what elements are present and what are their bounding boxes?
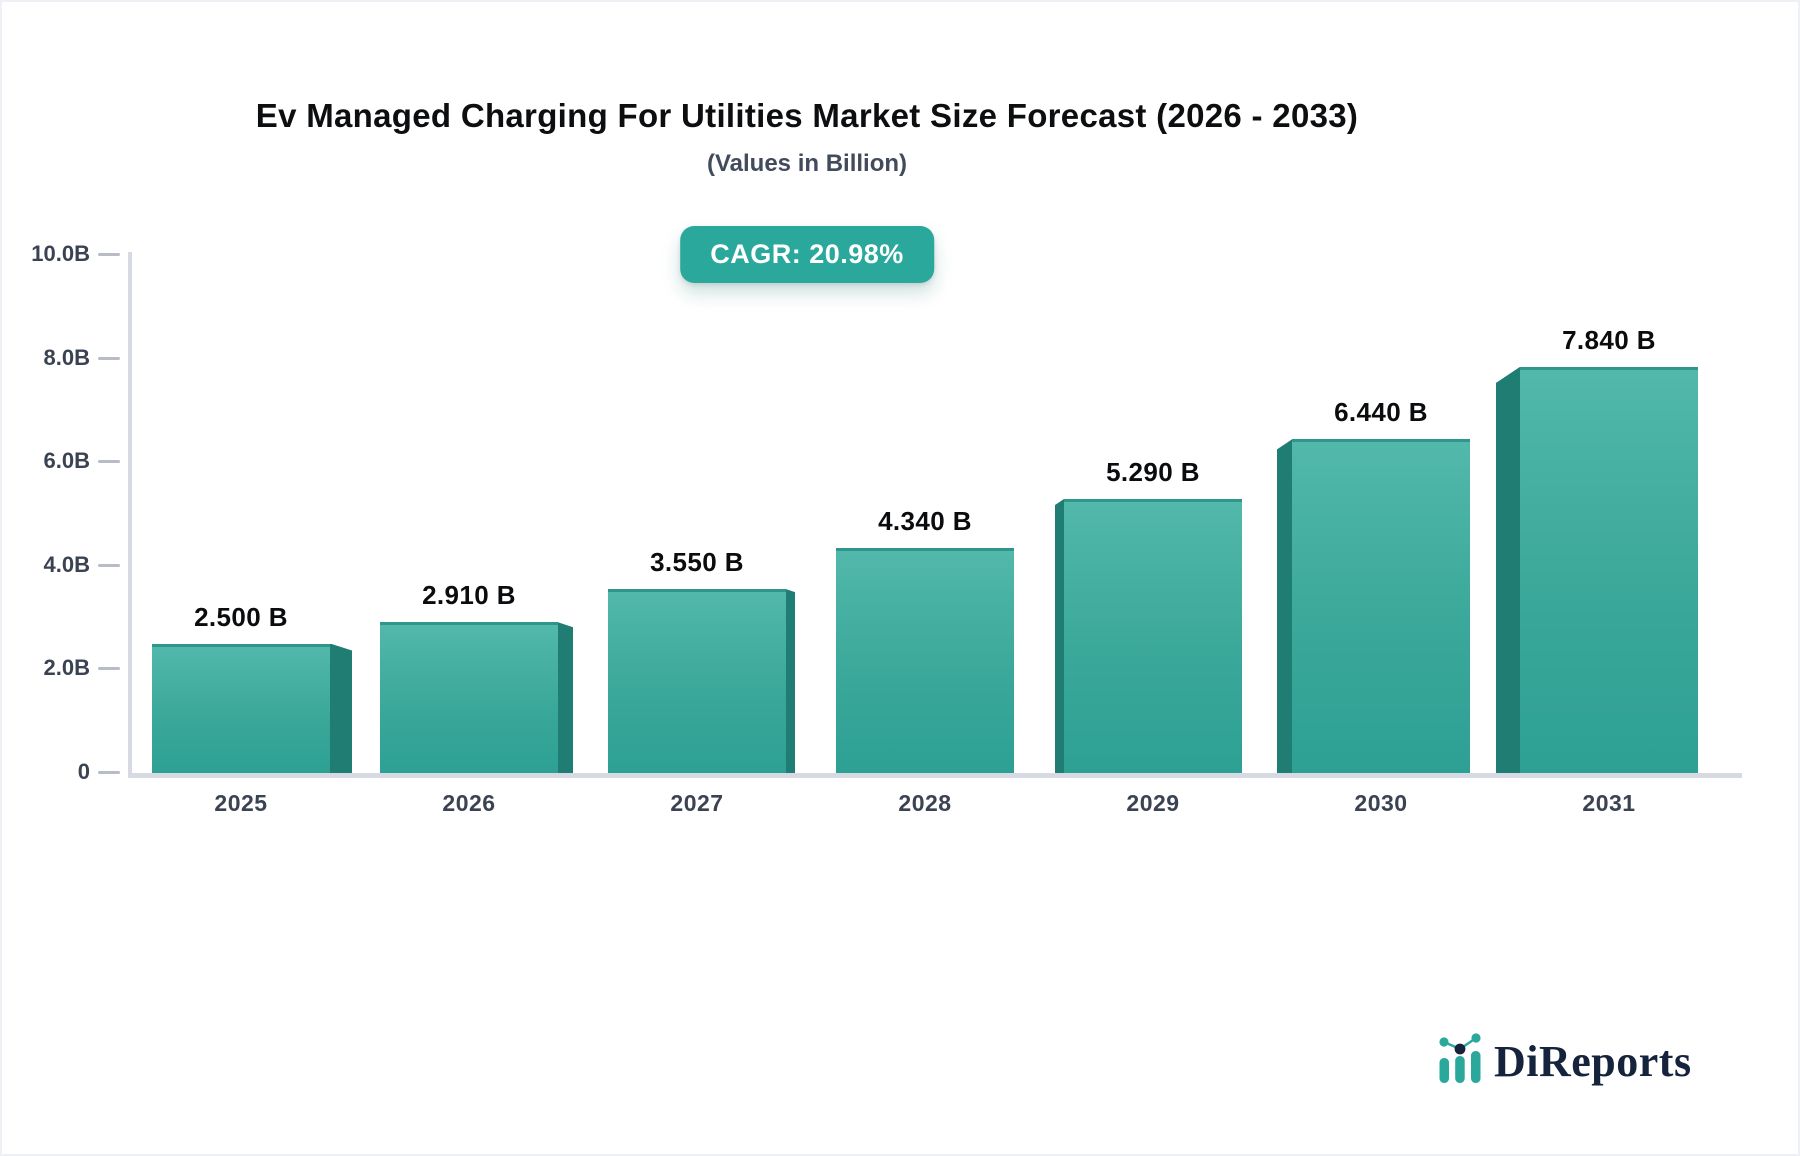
bar-2025 <box>152 643 330 773</box>
y-tick-mark <box>98 253 120 256</box>
bar-3d-side <box>786 589 795 773</box>
y-tick-label: 4.0B <box>43 551 90 577</box>
y-tick-mark <box>98 563 120 567</box>
y-tick-mark <box>98 771 120 774</box>
bar-3d-side <box>1277 439 1292 773</box>
bar-2030 <box>1292 439 1470 773</box>
y-tick-label: 10.0B <box>31 241 90 266</box>
bar-value-label: 2.500 B <box>194 601 288 632</box>
chart-subtitle: (Values in Billion) <box>706 150 908 177</box>
bar-value-label: 7.840 B <box>1562 324 1656 355</box>
bar-value-label: 2.910 B <box>422 580 516 611</box>
bar-value-label: 6.440 B <box>1334 397 1428 428</box>
bar-2028 <box>836 548 1014 773</box>
y-tick-mark <box>98 460 120 464</box>
bar-2029 <box>1064 498 1242 773</box>
y-axis-line <box>128 252 132 778</box>
bar-2026 <box>380 622 558 773</box>
cagr-badge: CAGR: 20.98% <box>680 226 934 283</box>
y-tick-label: 0 <box>77 759 90 784</box>
bar-chart-logo-icon <box>1439 1033 1481 1083</box>
x-axis-baseline <box>128 773 1742 778</box>
x-tick-label-2030: 2030 <box>1354 790 1408 816</box>
brand-logo: DiReports <box>1435 1030 1692 1084</box>
bar-3d-side <box>558 622 573 773</box>
y-tick-mark <box>98 667 120 671</box>
bar-2031 <box>1520 366 1698 773</box>
y-tick-mark <box>98 356 120 360</box>
bar-value-label: 3.550 B <box>650 547 744 578</box>
x-tick-label-2025: 2025 <box>214 790 268 816</box>
bar-2027 <box>608 589 786 773</box>
x-tick-label-2026: 2026 <box>442 790 496 816</box>
bar-3d-side <box>1496 366 1520 773</box>
bar-value-label: 4.340 B <box>878 506 972 537</box>
bar-3d-side <box>1055 498 1064 773</box>
cagr-label: CAGR: 20.98% <box>710 239 904 269</box>
y-tick-label: 2.0B <box>43 655 90 681</box>
chart-title: Ev Managed Charging For Utilities Market… <box>255 97 1359 134</box>
bar-value-label: 5.290 B <box>1106 456 1200 487</box>
x-tick-label-2028: 2028 <box>898 790 952 816</box>
brand-name: DiReports <box>1494 1037 1692 1086</box>
x-tick-label-2029: 2029 <box>1126 790 1180 816</box>
x-tick-label-2031: 2031 <box>1582 790 1636 816</box>
y-tick-label: 8.0B <box>43 344 90 370</box>
bar-3d-side <box>330 643 352 773</box>
x-tick-label-2027: 2027 <box>670 790 724 816</box>
y-tick-label: 6.0B <box>43 448 90 474</box>
